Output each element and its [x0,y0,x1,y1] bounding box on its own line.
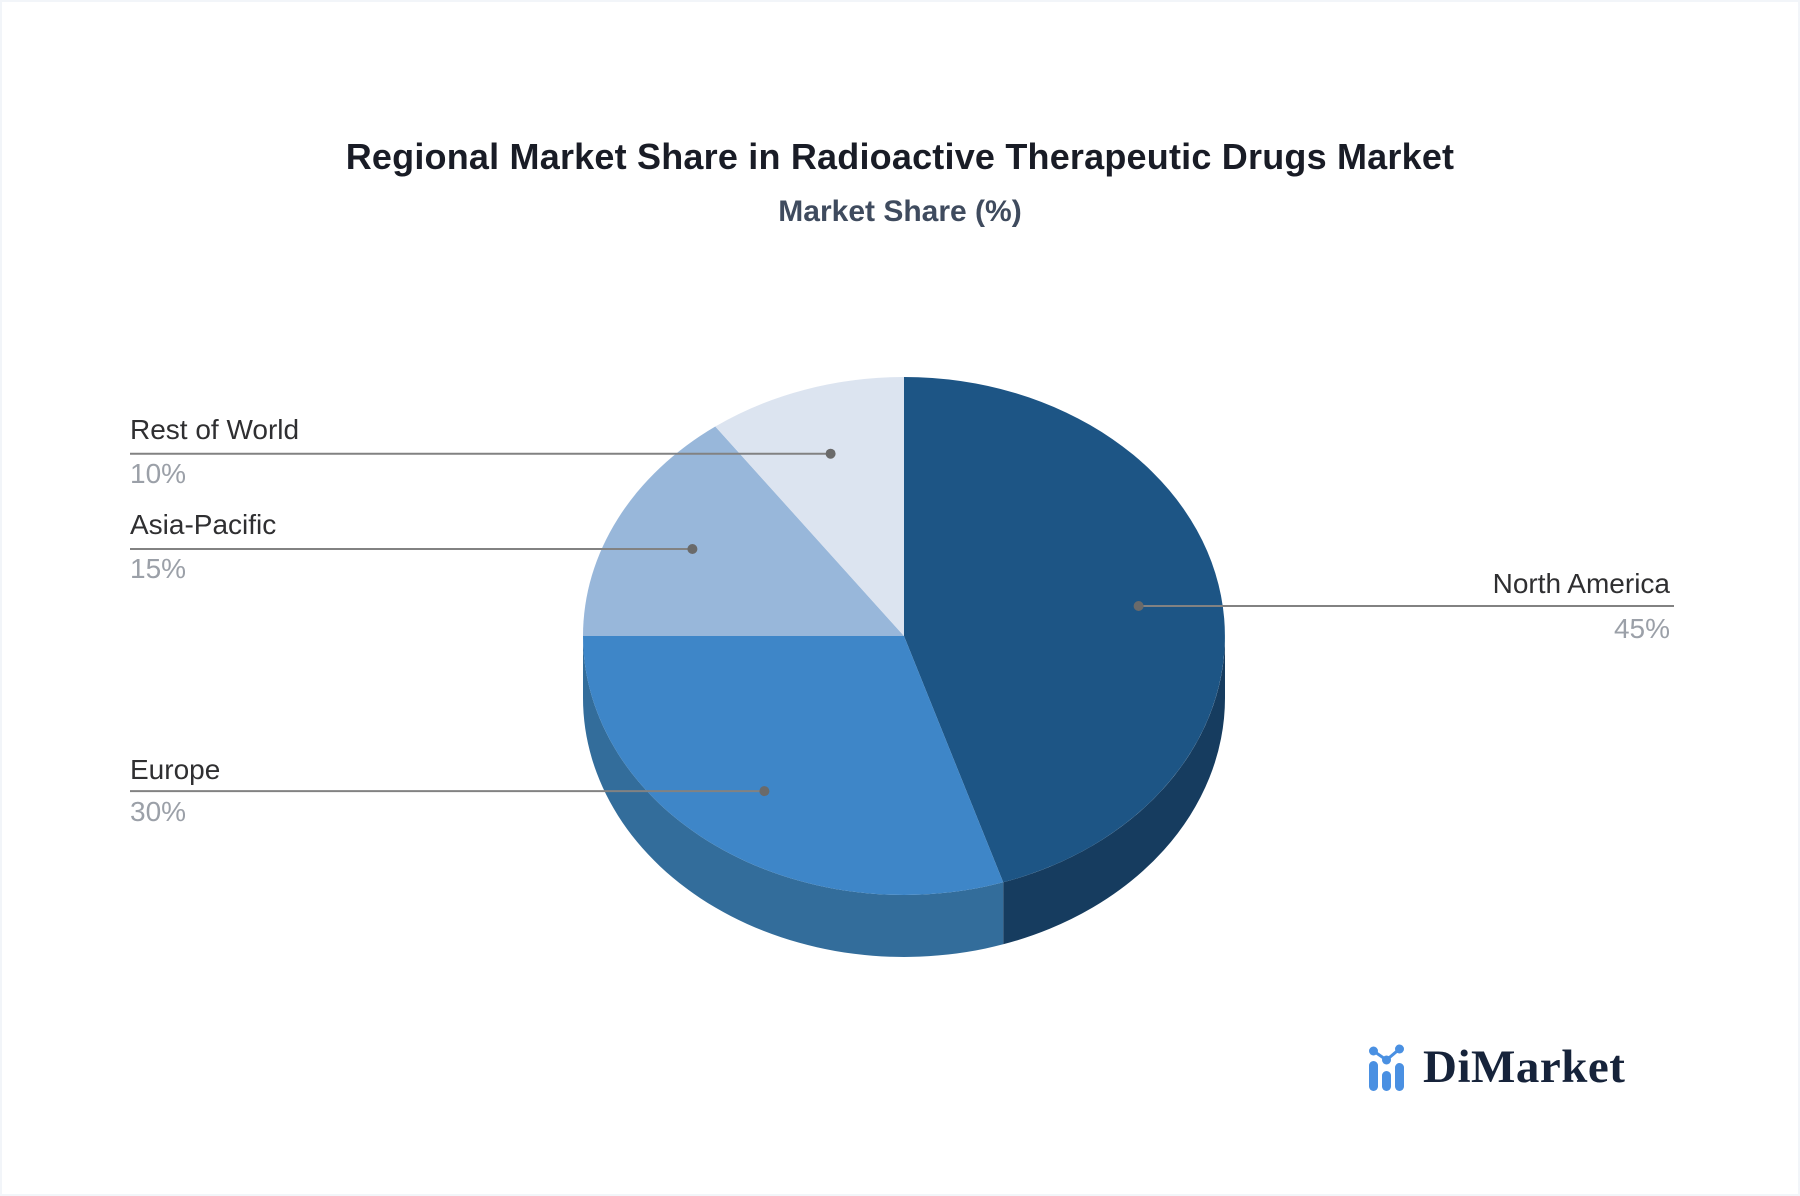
leader-dot-rest-of-world [825,448,836,459]
logo-dot [1382,1055,1391,1065]
slice-label-rest-of-world: Rest of World [130,414,300,445]
leader-dot-europe [759,786,770,797]
pie-slice-rest-of-world[interactable] [715,377,904,636]
logo-bar [1382,1071,1391,1091]
pie-slice-asia-pacific[interactable] [583,426,904,637]
pie-slice-side-north-america [1003,636,1225,945]
pie-slice-north-america[interactable] [904,377,1225,883]
logo-dot [1395,1044,1404,1054]
slice-label-north-america: North America [1492,568,1670,599]
slice-value-europe: 30% [130,796,187,827]
slice-label-asia-pacific: Asia-Pacific [130,509,277,540]
slice-value-north-america: 45% [1613,613,1670,644]
slice-label-europe: Europe [130,754,221,785]
dimarket-logo-text: DiMarket [1423,1041,1626,1093]
pie-slice-europe[interactable] [583,636,1004,895]
leader-dot-asia-pacific [687,544,698,554]
logo-dot [1369,1046,1378,1056]
logo-bar [1395,1063,1404,1091]
leader-dot-north-america [1133,601,1144,611]
slice-value-asia-pacific: 15% [130,553,187,584]
chart-subtitle: Market Share (%) [778,195,1022,228]
chart-title: Regional Market Share in Radioactive The… [345,136,1455,177]
dimarket-logo: DiMarket [1368,1044,1625,1091]
logo-bar [1369,1061,1378,1091]
pie-slice-side-europe [583,636,1004,957]
dimarket-logo-icon [1369,1044,1404,1091]
slice-value-rest-of-world: 10% [130,458,187,489]
